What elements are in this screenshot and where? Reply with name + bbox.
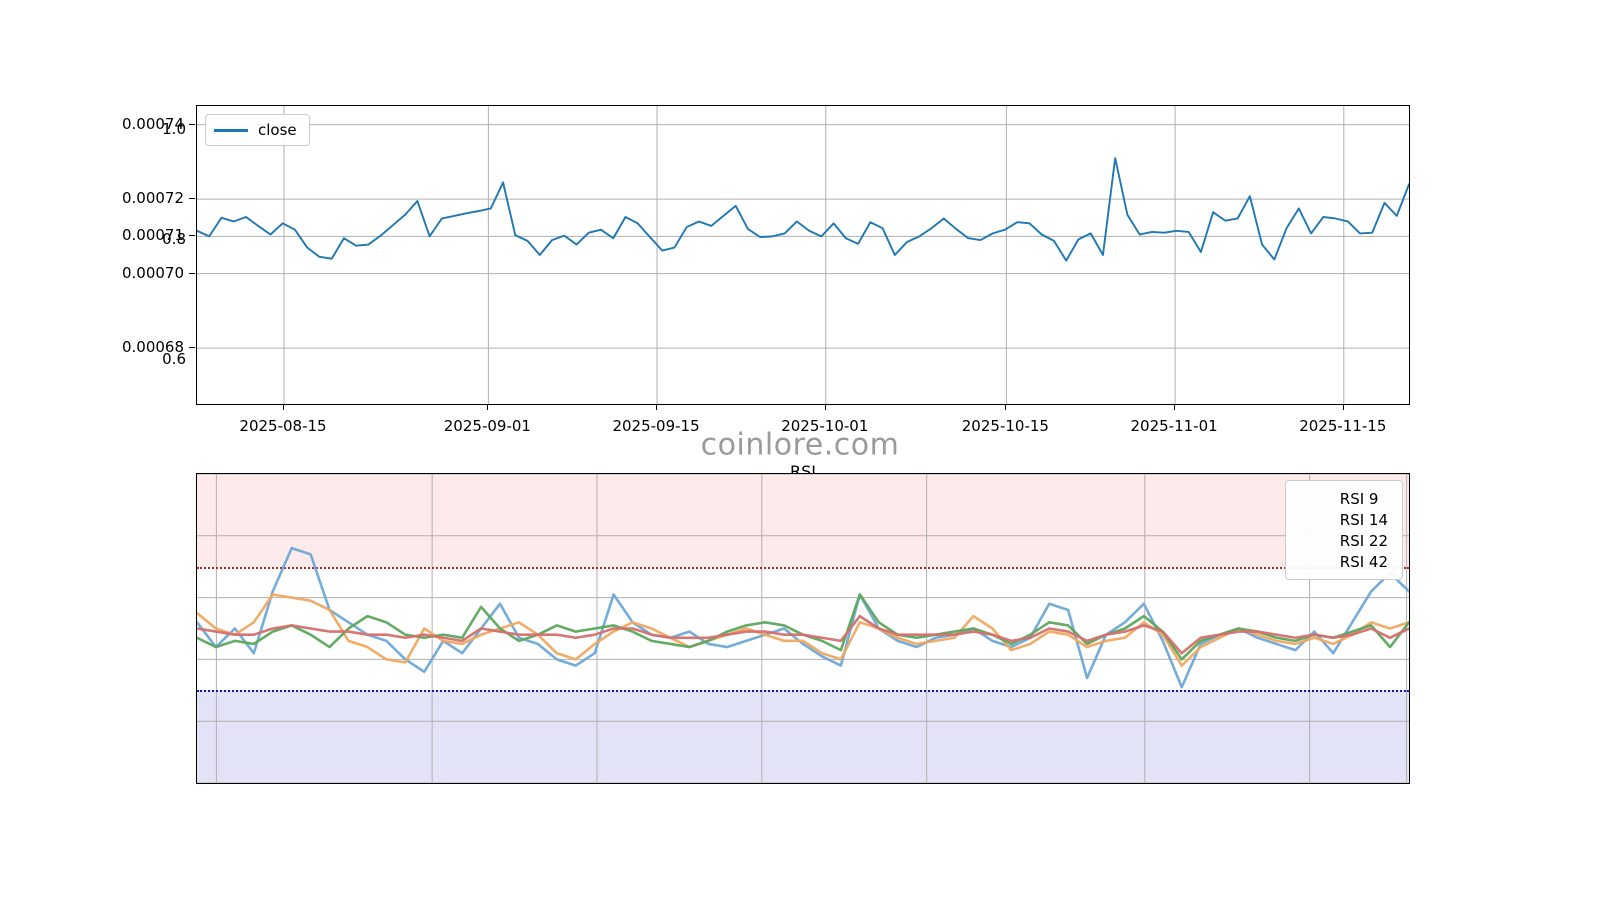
- rsi-legend-row: RSI 42: [1296, 551, 1388, 572]
- price-x-tickmark: [824, 404, 826, 410]
- price-y-ticklabel: 0.00072: [121, 189, 184, 208]
- rsi-legend: RSI 9 RSI 14 RSI 22 RSI 42: [1284, 480, 1403, 580]
- price-x-tickmark: [1005, 404, 1007, 410]
- coinlore-watermark: coinlore.com: [700, 427, 900, 463]
- rsi-9-swatch: [1296, 497, 1330, 500]
- price-y-ticklabel: 0.00068: [121, 338, 184, 357]
- rsi-9-label: RSI 9: [1339, 489, 1379, 508]
- price-y-ticklabel: 0.00070: [121, 263, 184, 282]
- price-x-tickmark: [283, 404, 285, 410]
- price-chart-axes: close: [196, 105, 1410, 405]
- price-x-ticklabel: 2025-08-15: [239, 417, 327, 435]
- rsi-14-swatch: [1296, 518, 1330, 521]
- oversold-threshold-line: [197, 690, 1409, 693]
- rsi-14-label: RSI 14: [1339, 510, 1388, 529]
- rsi-legend-row: RSI 14: [1296, 509, 1388, 530]
- price-y-ticklabel: 0.00071: [121, 226, 184, 245]
- rsi-42-label: RSI 42: [1339, 552, 1388, 571]
- overbought-threshold-line: [197, 566, 1409, 569]
- price-x-ticklabel: 2025-10-15: [961, 417, 1049, 435]
- rsi-legend-row: RSI 22: [1296, 530, 1388, 551]
- rsi-legend-row: RSI 9: [1296, 488, 1388, 509]
- price-legend: close: [205, 114, 310, 146]
- price-y-ticklabel-secondary: 1.0: [162, 119, 186, 138]
- price-x-ticklabel: 2025-11-01: [1130, 417, 1218, 435]
- price-y-tickmark: [189, 347, 195, 349]
- price-x-tickmark: [1342, 404, 1344, 410]
- close-series-label: close: [258, 121, 297, 139]
- price-x-ticklabel: 2025-10-01: [781, 417, 869, 435]
- rsi-22-swatch: [1296, 539, 1330, 542]
- rsi-chart-axes: RSI 9 RSI 14 RSI 22 RSI 42: [196, 473, 1410, 784]
- oversold-band: [197, 690, 1409, 783]
- rsi-22-label: RSI 22: [1339, 531, 1388, 550]
- price-x-tickmark: [487, 404, 489, 410]
- price-y-tickmark: [189, 123, 195, 125]
- price-y-tickmark: [189, 272, 195, 274]
- price-y-ticklabel: 0.00074: [121, 114, 184, 133]
- price-gridlines: [197, 106, 1409, 404]
- price-line-series: [197, 157, 1409, 262]
- price-x-ticklabel: 2025-09-01: [443, 417, 531, 435]
- overbought-band: [197, 474, 1409, 567]
- price-y-tickmark: [189, 235, 195, 237]
- price-y-ticklabel-secondary: 0.8: [162, 230, 186, 249]
- close-series-swatch: [214, 128, 248, 132]
- price-x-ticklabel: 2025-11-15: [1299, 417, 1387, 435]
- price-y-ticklabel-secondary: 0.6: [162, 350, 186, 369]
- price-x-ticklabel: 2025-09-15: [612, 417, 700, 435]
- price-x-tickmark: [656, 404, 658, 410]
- price-x-tickmark: [1174, 404, 1176, 410]
- price-y-tickmark: [189, 198, 195, 200]
- rsi-line-series: [197, 546, 1409, 689]
- rsi-42-swatch: [1296, 560, 1330, 563]
